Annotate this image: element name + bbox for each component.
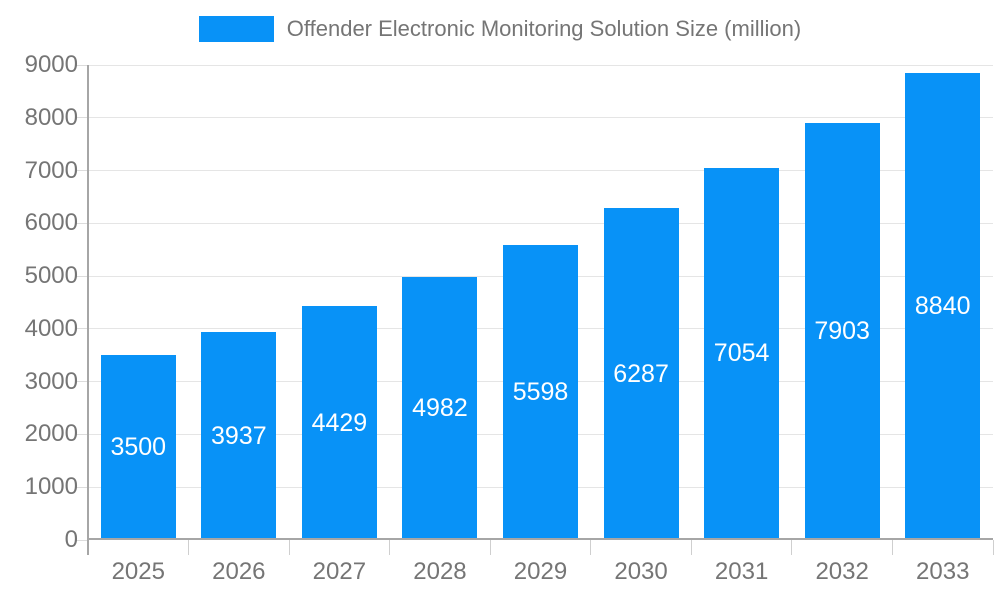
x-tick <box>389 540 391 555</box>
gridline <box>88 64 993 66</box>
x-axis-label: 2026 <box>212 558 266 585</box>
bar-value-label: 7054 <box>713 339 770 368</box>
bar-value-label: 8840 <box>914 292 971 321</box>
y-tick <box>76 328 88 330</box>
y-tick <box>76 275 88 277</box>
bar-value-label: 7903 <box>814 316 870 345</box>
y-axis-label: 4000 <box>24 314 78 342</box>
x-tick <box>690 540 692 555</box>
gridline <box>88 170 993 172</box>
x-axis-label: 2033 <box>916 558 970 585</box>
y-axis-label: 3000 <box>24 367 78 395</box>
legend-label: Offender Electronic Monitoring Solution … <box>286 16 802 41</box>
x-tick <box>188 540 190 555</box>
x-axis-label: 2030 <box>614 558 668 585</box>
y-tick <box>76 170 88 172</box>
x-axis-label: 2032 <box>815 558 869 585</box>
bar-value-label: 5598 <box>512 377 569 406</box>
x-tick <box>992 540 994 555</box>
y-axis-label: 9000 <box>24 51 78 78</box>
bar: 8840 <box>905 73 981 540</box>
y-tick <box>76 539 88 541</box>
x-axis-label: 2025 <box>111 558 165 585</box>
x-tick <box>489 540 491 555</box>
y-axis-label: 2000 <box>24 420 78 448</box>
bar-value-label: 4982 <box>412 394 468 423</box>
y-tick <box>76 117 88 119</box>
y-axis-line <box>87 65 89 555</box>
y-tick <box>76 433 88 435</box>
bar-value-label: 6287 <box>613 359 669 388</box>
y-tick <box>76 486 88 488</box>
y-axis-label: 6000 <box>24 209 78 237</box>
bar-value-label: 4429 <box>311 408 368 437</box>
y-axis-label: 0 <box>64 526 78 553</box>
y-axis-label: 8000 <box>24 103 78 131</box>
x-tick <box>891 540 893 555</box>
legend-swatch <box>198 16 274 42</box>
x-axis-label: 2027 <box>312 558 367 585</box>
y-tick <box>76 381 88 383</box>
y-axis-label: 7000 <box>24 156 78 184</box>
x-tick <box>590 540 592 555</box>
gridline <box>88 222 993 224</box>
bar: 7903 <box>804 122 880 540</box>
y-axis-label: 1000 <box>24 473 78 501</box>
y-axis-label: 5000 <box>24 262 78 290</box>
bar: 7054 <box>704 167 780 540</box>
bar: 3500 <box>100 355 176 540</box>
bar-value-label: 3937 <box>211 421 267 450</box>
bar: 5598 <box>503 244 578 540</box>
bar: 4429 <box>301 306 377 540</box>
bar-value-label: 3500 <box>110 433 167 462</box>
plot-area: 0 1000 2000 3000 4000 5000 6000 7000 8000 9000 350… <box>25 53 994 585</box>
bar: 4982 <box>402 277 478 540</box>
y-tick <box>76 222 88 224</box>
x-axis-label: 2028 <box>413 558 467 585</box>
bar: 3937 <box>201 332 277 540</box>
legend: Offender Electronic Monitoring Solution … <box>0 16 1000 42</box>
x-tick <box>288 540 290 555</box>
gridline <box>88 117 993 119</box>
bar: 6287 <box>603 208 679 540</box>
x-axis-line <box>88 538 993 540</box>
y-tick <box>76 64 88 66</box>
x-tick <box>791 540 793 555</box>
x-axis-label: 2029 <box>513 558 568 585</box>
x-axis-label: 2031 <box>714 558 769 585</box>
